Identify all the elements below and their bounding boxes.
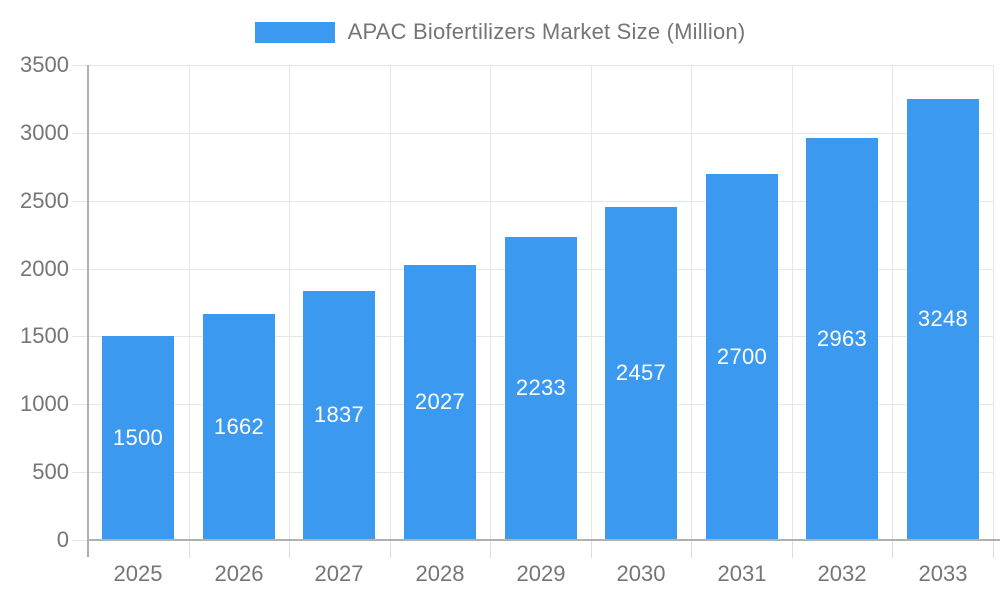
legend: APAC Biofertilizers Market Size (Million… bbox=[0, 12, 1000, 52]
bar-2025[interactable]: 1500 bbox=[102, 336, 174, 539]
y-axis-label: 3500 bbox=[20, 52, 69, 77]
gridline-horizontal bbox=[88, 201, 993, 202]
x-axis-label: 2026 bbox=[214, 561, 264, 586]
x-axis-tick bbox=[289, 541, 290, 558]
y-axis-label: 3000 bbox=[20, 120, 69, 145]
bar-2026[interactable]: 1662 bbox=[203, 314, 275, 539]
y-axis-tick bbox=[72, 133, 88, 134]
gridline-vertical bbox=[189, 65, 190, 540]
gridline-horizontal bbox=[88, 65, 993, 66]
bar-value-label: 2027 bbox=[414, 389, 466, 414]
gridline-vertical bbox=[490, 65, 491, 540]
legend-swatch[interactable] bbox=[254, 21, 335, 43]
bar-value-label: 1662 bbox=[213, 413, 265, 439]
gridline-vertical bbox=[591, 65, 592, 540]
x-axis-tick bbox=[189, 541, 190, 558]
bar-2033[interactable]: 3248 bbox=[907, 99, 979, 539]
x-axis-label: 2032 bbox=[817, 561, 867, 586]
y-axis-label: 1500 bbox=[20, 323, 69, 348]
bar-value-label: 2233 bbox=[515, 375, 567, 400]
bar-2031[interactable]: 2700 bbox=[706, 174, 778, 539]
y-axis-label: 1000 bbox=[20, 391, 69, 416]
x-axis-tick bbox=[390, 541, 391, 558]
y-axis-tick bbox=[72, 201, 88, 202]
x-axis-tick bbox=[892, 541, 893, 558]
gridline-vertical bbox=[993, 65, 994, 540]
y-axis-label: 0 bbox=[56, 527, 69, 552]
gridline-vertical bbox=[792, 65, 793, 540]
bar-value-label: 3248 bbox=[917, 306, 969, 331]
y-axis-tick bbox=[72, 404, 88, 405]
x-axis-label: 2030 bbox=[616, 561, 666, 586]
y-axis-tick bbox=[72, 65, 88, 66]
x-axis-tick bbox=[792, 541, 793, 558]
bar-value-label: 2457 bbox=[615, 360, 667, 385]
gridline-vertical bbox=[892, 65, 893, 540]
y-axis-label: 500 bbox=[32, 459, 69, 484]
x-axis-tick bbox=[691, 541, 692, 558]
bar-2030[interactable]: 2457 bbox=[605, 207, 677, 539]
x-axis-label: 2028 bbox=[415, 561, 465, 586]
x-axis-tick bbox=[993, 541, 994, 558]
bar-value-label: 1500 bbox=[112, 424, 164, 450]
bar-value-label: 2700 bbox=[716, 343, 768, 369]
gridline-vertical bbox=[289, 65, 290, 540]
y-axis-tick bbox=[72, 472, 88, 473]
bar-value-label: 1837 bbox=[313, 402, 365, 427]
gridline-vertical bbox=[390, 65, 391, 540]
gridline-vertical bbox=[691, 65, 692, 540]
bar-2029[interactable]: 2233 bbox=[505, 237, 577, 539]
bar-2028[interactable]: 2027 bbox=[404, 265, 476, 539]
x-axis-line bbox=[88, 539, 1000, 541]
x-axis-tick bbox=[591, 541, 592, 558]
x-axis-label: 2031 bbox=[717, 561, 767, 586]
bar-value-label: 2963 bbox=[816, 325, 868, 351]
bar-2027[interactable]: 1837 bbox=[303, 291, 375, 539]
x-axis-label: 2025 bbox=[113, 561, 163, 586]
y-axis-tick bbox=[72, 269, 88, 270]
y-axis-label: 2500 bbox=[20, 188, 69, 213]
y-axis-line bbox=[87, 65, 89, 557]
y-axis-tick bbox=[72, 336, 88, 337]
legend-label[interactable]: APAC Biofertilizers Market Size (Million… bbox=[347, 19, 746, 44]
x-axis-label: 2029 bbox=[516, 561, 566, 586]
y-axis-tick bbox=[72, 540, 88, 541]
gridline-horizontal bbox=[88, 133, 993, 134]
y-axis-label: 2000 bbox=[20, 256, 69, 281]
bar-2032[interactable]: 2963 bbox=[806, 138, 878, 539]
x-axis-label: 2033 bbox=[918, 561, 968, 586]
x-axis-tick bbox=[490, 541, 491, 558]
x-axis-label: 2027 bbox=[314, 561, 364, 586]
